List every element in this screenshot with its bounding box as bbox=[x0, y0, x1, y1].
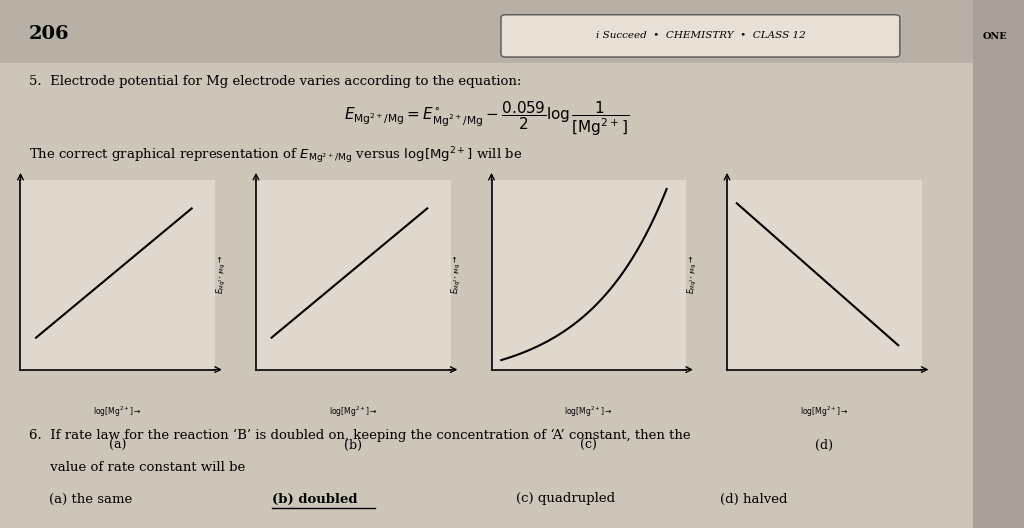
Text: (d) halved: (d) halved bbox=[720, 493, 787, 505]
Text: $E_{\mathrm{Mg^{2+}/Mg}}\rightarrow$: $E_{\mathrm{Mg^{2+}/Mg}}\rightarrow$ bbox=[685, 255, 698, 294]
FancyBboxPatch shape bbox=[501, 15, 900, 57]
Text: (c) quadrupled: (c) quadrupled bbox=[515, 493, 614, 505]
Text: $\log[\mathrm{Mg^{2+}}]\rightarrow$: $\log[\mathrm{Mg^{2+}}]\rightarrow$ bbox=[800, 404, 849, 419]
Text: (a) the same: (a) the same bbox=[49, 493, 132, 505]
Text: (d): (d) bbox=[815, 439, 834, 452]
Text: $\log[\mathrm{Mg^{2+}}]\rightarrow$: $\log[\mathrm{Mg^{2+}}]\rightarrow$ bbox=[564, 404, 613, 419]
Text: $E_{\mathrm{Mg^{2+}/Mg}} = E^{\circ}_{\mathrm{Mg^{2+}/Mg}} - \dfrac{0.059}{2}\lo: $E_{\mathrm{Mg^{2+}/Mg}} = E^{\circ}_{\m… bbox=[344, 100, 629, 138]
Text: ONE: ONE bbox=[983, 32, 1008, 42]
Text: $\log[\mathrm{Mg^{2+}}]\rightarrow$: $\log[\mathrm{Mg^{2+}}]\rightarrow$ bbox=[93, 404, 142, 419]
Text: $E_{\mathrm{Mg^{2+}/Mg}}\rightarrow$: $E_{\mathrm{Mg^{2+}/Mg}}\rightarrow$ bbox=[450, 255, 463, 294]
Text: (c): (c) bbox=[581, 439, 597, 452]
Bar bbox=[0, 0, 973, 63]
Text: 6.  If rate law for the reaction ‘B’ is doubled on, keeping the concentration of: 6. If rate law for the reaction ‘B’ is d… bbox=[29, 429, 691, 442]
Text: value of rate constant will be: value of rate constant will be bbox=[29, 461, 246, 474]
Text: The correct graphical representation of $E_{\mathrm{Mg^{2+}/Mg}}$ versus $\log[\: The correct graphical representation of … bbox=[29, 145, 522, 166]
Text: i Succeed  •  CHEMISTRY  •  CLASS 12: i Succeed • CHEMISTRY • CLASS 12 bbox=[596, 31, 805, 40]
Text: 206: 206 bbox=[29, 25, 70, 43]
Text: (a): (a) bbox=[110, 439, 126, 452]
Text: $\log[\mathrm{Mg^{2+}}]\rightarrow$: $\log[\mathrm{Mg^{2+}}]\rightarrow$ bbox=[329, 404, 378, 419]
Text: (b) doubled: (b) doubled bbox=[272, 493, 357, 505]
Text: 5.  Electrode potential for Mg electrode varies according to the equation:: 5. Electrode potential for Mg electrode … bbox=[29, 76, 521, 88]
Text: $E_{\mathrm{Mg^{2+}/Mg}}\rightarrow$: $E_{\mathrm{Mg^{2+}/Mg}}\rightarrow$ bbox=[214, 255, 227, 294]
Text: (b): (b) bbox=[344, 439, 362, 452]
